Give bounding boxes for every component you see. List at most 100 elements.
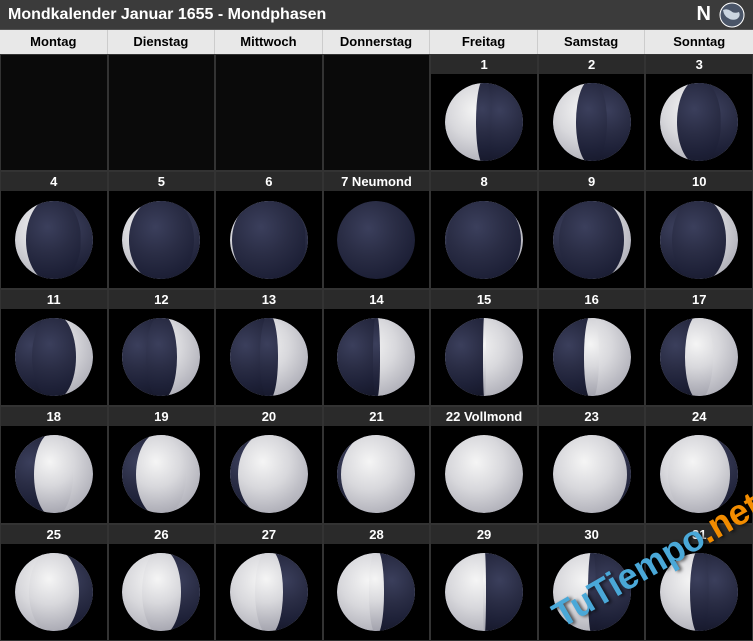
moon-phase-icon (431, 544, 537, 640)
day-label: 12 (109, 290, 215, 309)
calendar-cell: 19 (108, 406, 216, 523)
calendar-cell: 12 (108, 289, 216, 406)
calendar-cell: 6 (215, 171, 323, 288)
moon-phase-icon (216, 309, 322, 405)
moon-phase-icon (216, 544, 322, 640)
day-label: 14 (324, 290, 430, 309)
moon-phase-icon (431, 191, 537, 287)
moon-phase-icon (1, 191, 107, 287)
moon-phase-icon (431, 74, 537, 170)
moon-phase-icon (431, 309, 537, 405)
weekday-header: Mittwoch (215, 30, 323, 54)
day-label: 26 (109, 525, 215, 544)
moon-phase-icon (1, 309, 107, 405)
calendar-cell: 9 (538, 171, 646, 288)
day-label: 22 Vollmond (431, 407, 537, 426)
moon-phase-icon (324, 544, 430, 640)
moon-phase-icon (539, 426, 645, 522)
moon-phase-icon (109, 309, 215, 405)
calendar-cell: 22 Vollmond (430, 406, 538, 523)
hemisphere-label: N (697, 3, 711, 26)
weekday-header: Freitag (430, 30, 538, 54)
calendar-cell: 23 (538, 406, 646, 523)
calendar-cell: 20 (215, 406, 323, 523)
day-label: 23 (539, 407, 645, 426)
moon-phase-icon (216, 426, 322, 522)
calendar-cell: 24 (645, 406, 753, 523)
calendar-cell: 10 (645, 171, 753, 288)
moon-phase-icon (324, 426, 430, 522)
day-label: 7 Neumond (324, 172, 430, 191)
day-label: 28 (324, 525, 430, 544)
moon-phase-icon (646, 74, 752, 170)
day-label: 25 (1, 525, 107, 544)
calendar-cell: 2 (538, 54, 646, 171)
calendar-cell: 1 (430, 54, 538, 171)
day-label: 11 (1, 290, 107, 309)
day-label: 20 (216, 407, 322, 426)
moon-phase-icon (324, 191, 430, 287)
day-label: 29 (431, 525, 537, 544)
moon-phase-icon (539, 191, 645, 287)
calendar-cell (323, 54, 431, 171)
moon-phase-icon (646, 309, 752, 405)
day-label: 3 (646, 55, 752, 74)
day-label: 2 (539, 55, 645, 74)
calendar-cell: 18 (0, 406, 108, 523)
day-label: 10 (646, 172, 752, 191)
moon-phase-icon (1, 426, 107, 522)
calendar-cell: 11 (0, 289, 108, 406)
moon-phase-icon (431, 426, 537, 522)
moon-phase-icon (646, 191, 752, 287)
globe-icon (719, 2, 745, 28)
day-label: 16 (539, 290, 645, 309)
moon-phase-icon (216, 191, 322, 287)
calendar-cell: 15 (430, 289, 538, 406)
calendar-cell: 26 (108, 524, 216, 641)
calendar-cell: 30 (538, 524, 646, 641)
moon-phase-icon (1, 544, 107, 640)
calendar-cell: 4 (0, 171, 108, 288)
day-label: 4 (1, 172, 107, 191)
calendar-cell: 14 (323, 289, 431, 406)
day-label: 17 (646, 290, 752, 309)
calendar-cell: 3 (645, 54, 753, 171)
moon-phase-icon (109, 544, 215, 640)
moon-phase-icon (539, 309, 645, 405)
header-bar: Mondkalender Januar 1655 - Mondphasen N (0, 0, 753, 30)
day-label: 6 (216, 172, 322, 191)
calendar-cell: 7 Neumond (323, 171, 431, 288)
moon-phase-icon (109, 426, 215, 522)
day-label: 15 (431, 290, 537, 309)
calendar-cell: 31 (645, 524, 753, 641)
weekday-header: Samstag (538, 30, 646, 54)
calendar-cell: 28 (323, 524, 431, 641)
calendar-cell (108, 54, 216, 171)
calendar-cell: 5 (108, 171, 216, 288)
moon-phase-icon (646, 544, 752, 640)
moon-phase-icon (539, 74, 645, 170)
page-title: Mondkalender Januar 1655 - Mondphasen (8, 6, 326, 24)
header-right: N (697, 2, 745, 28)
moon-phase-icon (646, 426, 752, 522)
calendar-cell: 27 (215, 524, 323, 641)
day-label: 1 (431, 55, 537, 74)
weekday-header: Montag (0, 30, 108, 54)
calendar-cell: 8 (430, 171, 538, 288)
day-label: 24 (646, 407, 752, 426)
moon-phase-icon (539, 544, 645, 640)
calendar-cell: 16 (538, 289, 646, 406)
calendar-grid: 1234567 Neumond8910111213141516171819202… (0, 54, 753, 641)
day-label: 18 (1, 407, 107, 426)
day-label: 13 (216, 290, 322, 309)
weekday-header: Dienstag (108, 30, 216, 54)
weekday-row: MontagDienstagMittwochDonnerstagFreitagS… (0, 30, 753, 54)
moon-phase-icon (109, 191, 215, 287)
day-label: 5 (109, 172, 215, 191)
day-label: 9 (539, 172, 645, 191)
calendar-cell: 13 (215, 289, 323, 406)
day-label: 31 (646, 525, 752, 544)
day-label: 30 (539, 525, 645, 544)
calendar-cell: 25 (0, 524, 108, 641)
calendar-cell: 29 (430, 524, 538, 641)
